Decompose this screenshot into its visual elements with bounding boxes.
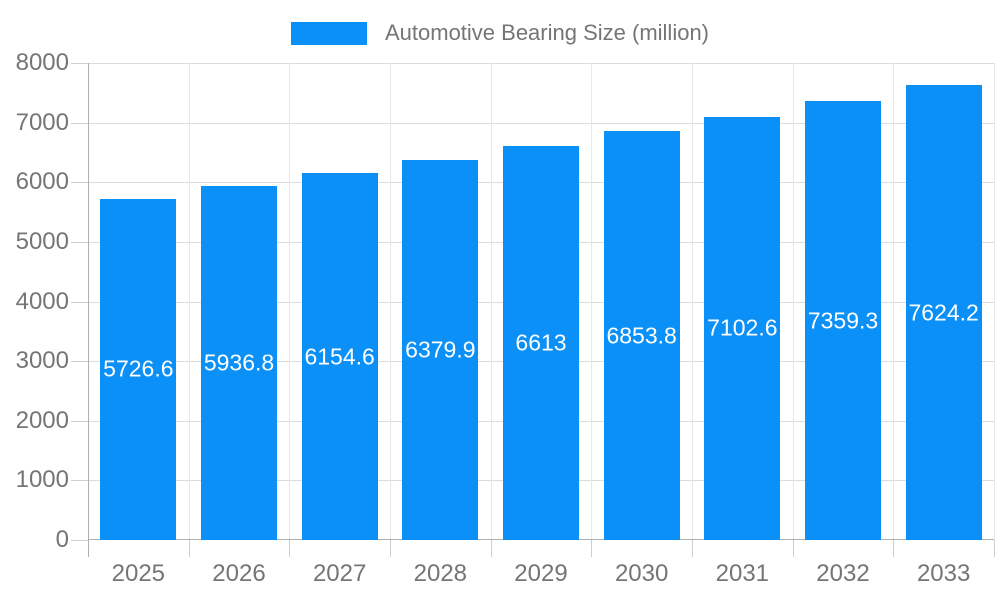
x-tick-mark (792, 540, 794, 557)
v-gridline (490, 63, 492, 540)
x-tick-mark (289, 540, 291, 557)
bar-value-label: 5936.8 (203, 349, 275, 376)
x-tick-label: 2032 (816, 560, 870, 587)
x-tick-mark (390, 540, 391, 557)
x-tick-mark (591, 540, 593, 557)
legend[interactable]: Automotive Bearing Size (million) (0, 20, 1000, 46)
y-tick-label: 0 (55, 526, 69, 553)
y-tick-mark (71, 301, 88, 303)
h-gridline (88, 63, 994, 64)
y-tick-label: 4000 (15, 287, 69, 315)
x-tick-mark (490, 540, 492, 557)
v-gridline (188, 63, 190, 540)
y-tick-label: 6000 (15, 168, 69, 196)
bar-value-label: 5726.6 (103, 355, 174, 382)
x-tick-mark (692, 540, 693, 557)
x-tick-mark (893, 540, 895, 557)
v-gridline (792, 63, 794, 540)
y-tick-label: 3000 (15, 347, 69, 375)
v-gridline (591, 63, 593, 540)
plot-area: 0 1000 2000 3000 4000 5000 6000 7000 8000 2025 572… (16, 49, 995, 587)
x-tick-label: 2025 (111, 560, 166, 587)
v-gridline (994, 63, 995, 540)
y-tick-mark (71, 63, 88, 64)
v-gridline (893, 63, 895, 540)
bar[interactable] (805, 101, 881, 540)
x-tick-label: 2027 (312, 560, 367, 587)
v-gridline (692, 63, 693, 540)
bar[interactable] (503, 145, 579, 540)
x-tick-label: 2029 (514, 560, 568, 587)
bar[interactable] (905, 85, 982, 540)
bar[interactable] (201, 186, 277, 540)
x-tick-label: 2028 (413, 560, 468, 587)
v-gridline (390, 63, 391, 540)
y-tick-mark (71, 122, 88, 124)
bar[interactable] (603, 131, 680, 540)
y-tick-mark (71, 420, 88, 422)
y-tick-mark (71, 540, 88, 541)
bar-value-label: 7624.2 (908, 299, 979, 326)
bar[interactable] (100, 198, 177, 540)
y-tick-label: 5000 (15, 227, 69, 255)
x-tick-label: 2030 (614, 560, 669, 587)
v-gridline (289, 63, 291, 540)
bar-value-label: 7102.6 (707, 314, 778, 341)
x-tick-mark (188, 540, 190, 557)
bar-value-label: 6613 (515, 329, 567, 356)
y-tick-mark (71, 361, 88, 363)
bar-value-label: 7359.3 (807, 307, 879, 334)
x-tick-label: 2031 (715, 560, 770, 587)
y-tick-mark (71, 480, 88, 482)
y-tick-label: 7000 (15, 108, 69, 136)
bar[interactable] (402, 159, 479, 540)
h-gridline (88, 122, 994, 124)
y-tick-label: 1000 (15, 466, 69, 494)
x-tick-label: 2026 (212, 560, 266, 587)
y-tick-label: 8000 (15, 49, 69, 76)
bar[interactable] (301, 173, 378, 540)
y-axis-line (88, 63, 89, 557)
bar-value-label: 6154.6 (304, 343, 375, 370)
x-tick-mark (994, 540, 995, 557)
y-tick-label: 2000 (15, 406, 69, 434)
bar[interactable] (704, 116, 781, 540)
legend-swatch (290, 21, 367, 45)
x-tick-label: 2033 (916, 560, 971, 587)
y-tick-mark (71, 182, 88, 184)
bar-value-label: 6379.9 (405, 336, 476, 363)
legend-label: Automotive Bearing Size (million) (384, 20, 710, 45)
y-tick-mark (71, 241, 88, 243)
bar-value-label: 6853.8 (606, 322, 677, 349)
